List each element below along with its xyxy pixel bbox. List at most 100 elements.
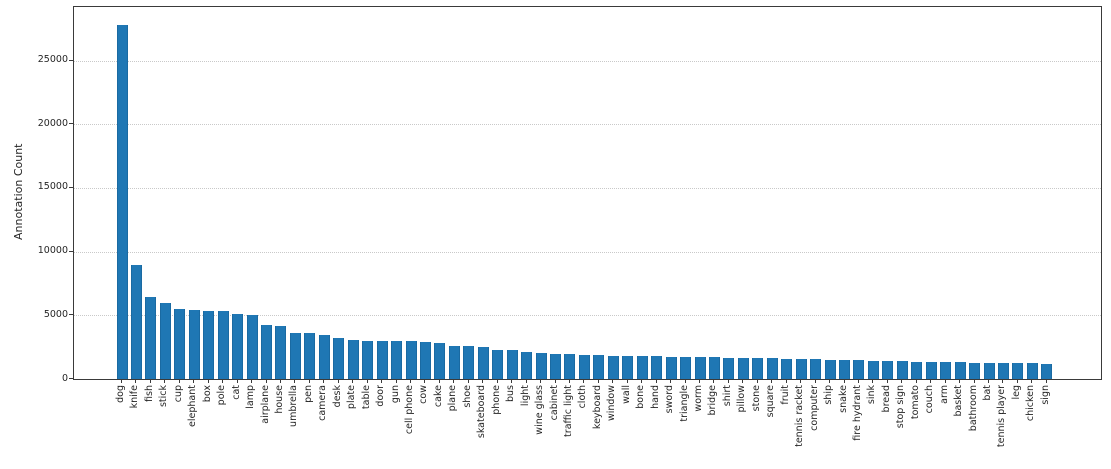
x-tick-label: door xyxy=(375,385,387,407)
bar-door xyxy=(376,340,388,379)
x-tick-label: airplane xyxy=(259,385,271,424)
y-tick-mark xyxy=(69,314,73,316)
bar-stop-sign xyxy=(896,361,908,379)
bar-couch xyxy=(925,361,937,379)
bar-skateboard xyxy=(477,346,489,379)
bar-plane xyxy=(448,345,460,379)
bar-bridge xyxy=(708,357,720,379)
x-tick-mark xyxy=(207,379,209,383)
bar-wine-glass xyxy=(535,353,547,379)
x-tick-label: arm xyxy=(938,385,950,404)
bar-cat xyxy=(232,314,244,379)
bar-umbrella xyxy=(289,332,301,379)
bar-leg xyxy=(1012,363,1024,379)
x-tick-mark xyxy=(525,379,527,383)
bar-triangle xyxy=(680,356,692,379)
bar-pillow xyxy=(737,357,749,379)
bar-chicken xyxy=(1026,363,1038,379)
x-tick-mark xyxy=(959,379,961,383)
bar-phone xyxy=(492,349,504,379)
x-tick-label: gun xyxy=(389,385,401,404)
x-tick-label: camera xyxy=(317,385,329,421)
x-tick-label: ship xyxy=(823,385,835,405)
bar-pole xyxy=(217,311,229,379)
x-tick-label: cat xyxy=(230,385,242,400)
x-tick-mark xyxy=(1031,379,1033,383)
x-tick-label: bathroom xyxy=(967,385,979,432)
y-tick-label: 25000 xyxy=(37,54,68,65)
x-tick-label: shirt xyxy=(721,385,733,407)
x-tick-mark xyxy=(381,379,383,383)
bar-computer xyxy=(810,359,822,379)
bar-snake xyxy=(839,359,850,379)
bar-keyboard xyxy=(593,355,605,379)
y-tick-mark xyxy=(69,186,73,188)
bar-cabinet xyxy=(550,353,561,379)
bar-basket xyxy=(954,362,966,379)
x-tick-mark xyxy=(323,379,325,383)
y-tick-label: 20000 xyxy=(37,117,68,129)
x-tick-label: skateboard xyxy=(476,385,488,439)
bar-fruit xyxy=(781,358,793,379)
x-tick-mark xyxy=(872,379,874,383)
x-tick-label: wine glass xyxy=(534,385,546,435)
x-tick-label: knife xyxy=(129,385,141,409)
bar-camera xyxy=(318,335,330,379)
x-tick-label: couch xyxy=(924,385,936,414)
x-tick-label: cake xyxy=(432,385,444,408)
x-tick-mark xyxy=(294,379,296,383)
x-tick-label: basket xyxy=(953,385,965,417)
x-tick-mark xyxy=(988,379,989,383)
x-tick-mark xyxy=(886,379,888,383)
x-tick-mark xyxy=(265,379,267,383)
bar-tennis-racket xyxy=(795,358,807,379)
x-tick-mark xyxy=(1002,379,1004,383)
x-tick-label: bat xyxy=(982,385,993,401)
plot-area xyxy=(73,6,1102,380)
x-tick-label: sign xyxy=(1039,385,1051,405)
bar-shoe xyxy=(463,346,475,379)
x-tick-mark xyxy=(930,379,932,383)
x-tick-mark xyxy=(251,379,253,383)
bar-window xyxy=(607,355,619,379)
bar-pen xyxy=(304,333,316,379)
x-tick-mark xyxy=(554,379,556,383)
x-tick-mark xyxy=(193,379,195,383)
bar-square xyxy=(766,358,778,379)
x-tick-mark xyxy=(410,379,411,383)
x-tick-mark xyxy=(626,379,628,383)
bar-cake xyxy=(434,342,446,379)
x-tick-mark xyxy=(641,379,643,383)
x-tick-label: desk xyxy=(331,385,343,408)
x-tick-label: house xyxy=(273,385,285,414)
x-tick-label: traffic light xyxy=(562,385,574,437)
x-tick-label: tennis player xyxy=(996,385,1008,448)
x-tick-label: box xyxy=(201,385,213,403)
x-tick-label: pillow xyxy=(736,385,748,413)
x-tick-label: plate xyxy=(346,385,358,410)
x-tick-mark xyxy=(149,379,151,383)
gridline xyxy=(74,315,1101,317)
x-tick-mark xyxy=(670,379,672,383)
bar-gun xyxy=(391,340,403,379)
x-tick-label: worm xyxy=(693,385,704,412)
bar-desk xyxy=(333,337,345,379)
bar-sword xyxy=(665,356,677,379)
bar-worm xyxy=(694,357,706,379)
x-tick-label: window xyxy=(606,385,618,422)
y-tick-label: 0 xyxy=(61,372,68,384)
x-tick-mark xyxy=(800,379,802,383)
x-tick-label: hand xyxy=(649,385,661,409)
x-tick-mark xyxy=(742,379,744,383)
x-tick-mark xyxy=(424,379,426,383)
x-tick-mark xyxy=(597,379,599,383)
x-tick-mark xyxy=(771,379,773,383)
x-tick-mark xyxy=(612,379,614,383)
bar-cup xyxy=(174,308,186,379)
bar-table xyxy=(362,340,374,379)
x-tick-label: wall xyxy=(620,385,632,404)
x-tick-mark xyxy=(1045,379,1047,383)
x-tick-mark xyxy=(279,379,281,383)
bar-shirt xyxy=(723,357,735,379)
